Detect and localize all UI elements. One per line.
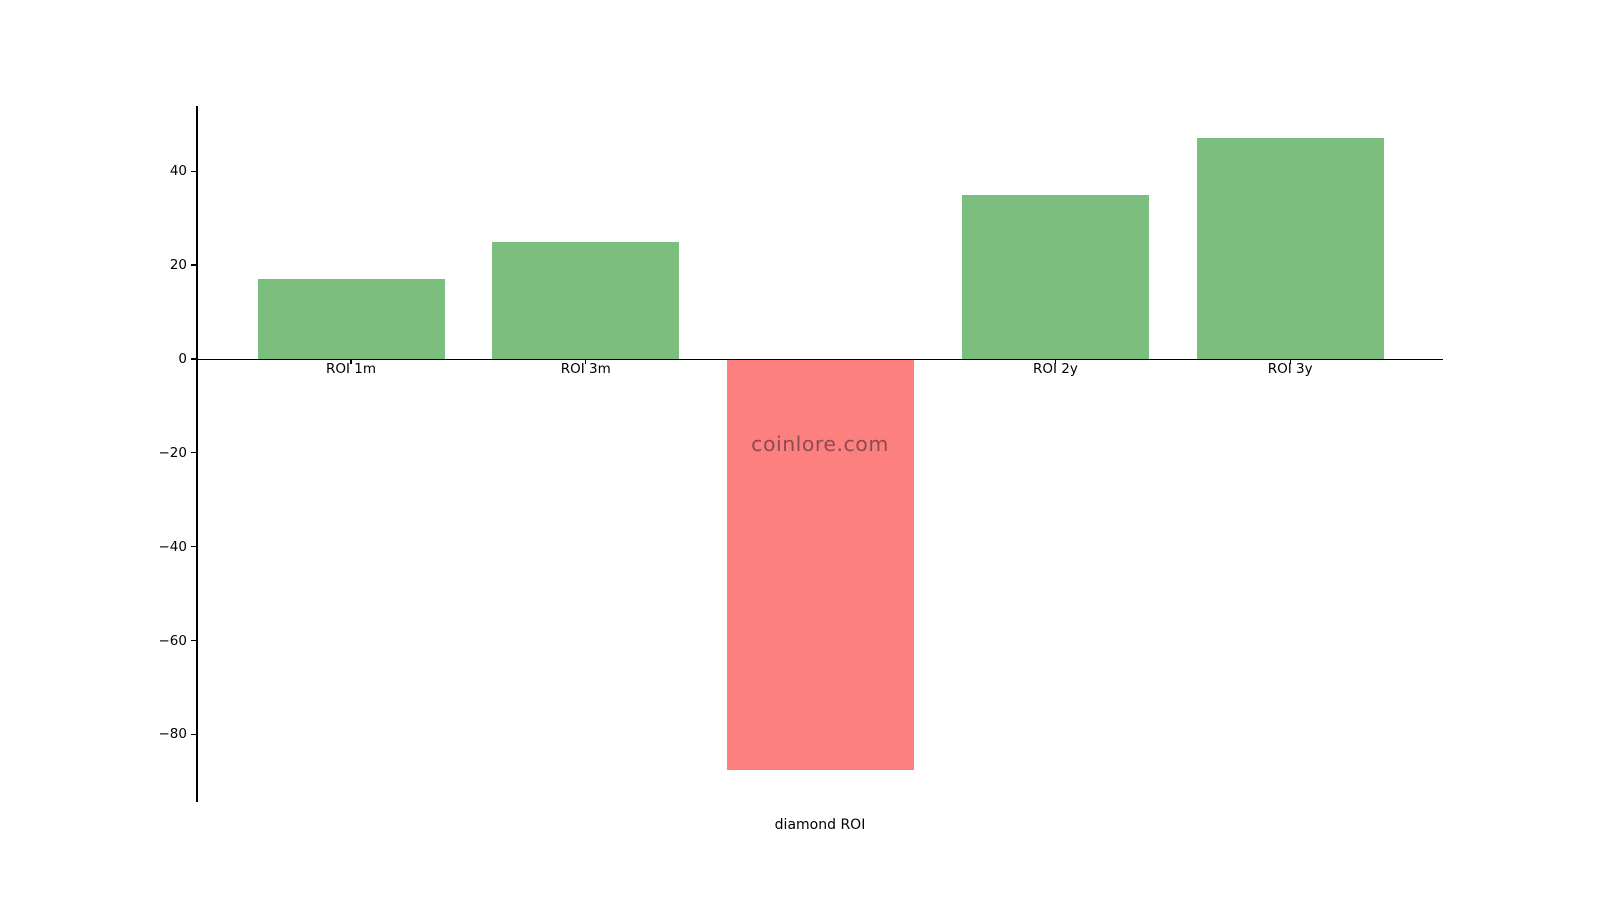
bar-roi-1m bbox=[257, 279, 445, 359]
y-tick-mark bbox=[191, 639, 196, 642]
y-tick-label: −80 bbox=[158, 726, 188, 743]
bar-roi-2y bbox=[961, 194, 1149, 359]
y-tick-label: −40 bbox=[158, 538, 188, 555]
y-tick-mark bbox=[191, 452, 196, 454]
bar-roi-3m bbox=[492, 241, 680, 359]
x-axis-title: diamond ROI bbox=[774, 817, 866, 833]
x-tick-label: ROI 3y bbox=[1267, 360, 1313, 377]
y-tick-mark bbox=[191, 733, 196, 736]
y-tick-label: 0 bbox=[178, 350, 187, 367]
y-tick-mark bbox=[191, 170, 196, 172]
y-tick-label: 40 bbox=[169, 163, 187, 180]
y-tick-label: −20 bbox=[158, 444, 188, 461]
x-tick-label: ROI 3m bbox=[560, 360, 611, 377]
bar-roi-2 bbox=[727, 358, 915, 770]
y-tick-mark bbox=[191, 264, 196, 266]
watermark-text: coinlore.com bbox=[751, 432, 889, 456]
x-tick-label: ROI 2y bbox=[1032, 360, 1078, 377]
x-tick-label: ROI 1m bbox=[325, 360, 377, 377]
y-tick-mark bbox=[191, 358, 196, 360]
x-tick-mark bbox=[350, 358, 352, 364]
x-tick-mark bbox=[1054, 358, 1057, 364]
x-axis-zero-line bbox=[196, 358, 1443, 361]
y-axis-spine bbox=[196, 106, 198, 802]
x-tick-mark bbox=[1289, 358, 1291, 364]
y-tick-label: −60 bbox=[158, 632, 188, 649]
x-tick-mark bbox=[585, 358, 587, 364]
y-tick-label: 20 bbox=[169, 257, 187, 274]
y-tick-mark bbox=[191, 545, 196, 548]
bar-roi-3y bbox=[1196, 138, 1384, 359]
